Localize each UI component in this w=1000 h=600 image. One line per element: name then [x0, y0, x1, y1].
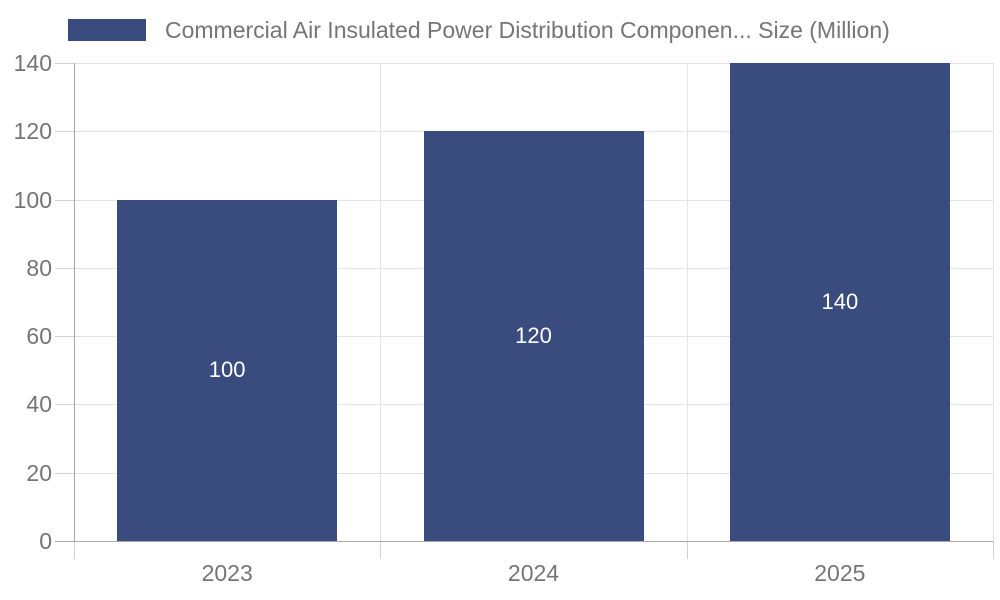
x-axis-label-2025: 2025: [814, 560, 866, 586]
y-axis-label-40: 40: [26, 391, 52, 418]
gridline-x-2: [686, 63, 688, 541]
y-axis-label-140: 140: [13, 50, 52, 76]
y-axis-label-0: 0: [39, 528, 52, 554]
y-axis-label-80: 80: [26, 254, 52, 281]
bar-2024: [423, 131, 644, 541]
y-axis-label-60: 60: [26, 323, 52, 350]
y-axis-tick-40: [55, 404, 74, 406]
x-axis-tick-3: [993, 541, 994, 559]
bar-value-label-2023: 100: [208, 357, 246, 383]
y-axis-tick-140: [55, 63, 74, 64]
gridline-x-3: [993, 63, 994, 541]
y-axis-tick-60: [55, 336, 74, 338]
x-axis-label-2023: 2023: [201, 560, 253, 586]
y-axis-label-120: 120: [13, 118, 52, 145]
gridline-x-1: [380, 63, 382, 541]
x-axis-tick-2: [686, 541, 688, 559]
bar-2023: [117, 199, 338, 541]
x-axis-label-2024: 2024: [507, 560, 560, 586]
chart-legend[interactable]: Commercial Air Insulated Power Distribut…: [68, 15, 890, 45]
x-axis-tick-1: [380, 541, 382, 559]
y-axis-label-100: 100: [13, 186, 52, 213]
x-axis-tick-0: [74, 541, 75, 559]
y-axis-tick-120: [55, 131, 74, 133]
gridline-y-140: [74, 63, 993, 64]
y-axis-tick-80: [55, 267, 74, 269]
x-axis-line: [55, 541, 993, 542]
bar-value-label-2024: 120: [515, 323, 552, 349]
bar-2025: [729, 63, 950, 541]
y-axis-tick-100: [55, 199, 74, 201]
y-axis-line: [74, 63, 75, 541]
bar-value-label-2025: 140: [821, 289, 859, 314]
legend-label: Commercial Air Insulated Power Distribut…: [165, 17, 890, 43]
y-axis-tick-20: [55, 472, 74, 474]
y-axis-label-20: 20: [26, 459, 52, 486]
legend-swatch: [68, 19, 146, 41]
